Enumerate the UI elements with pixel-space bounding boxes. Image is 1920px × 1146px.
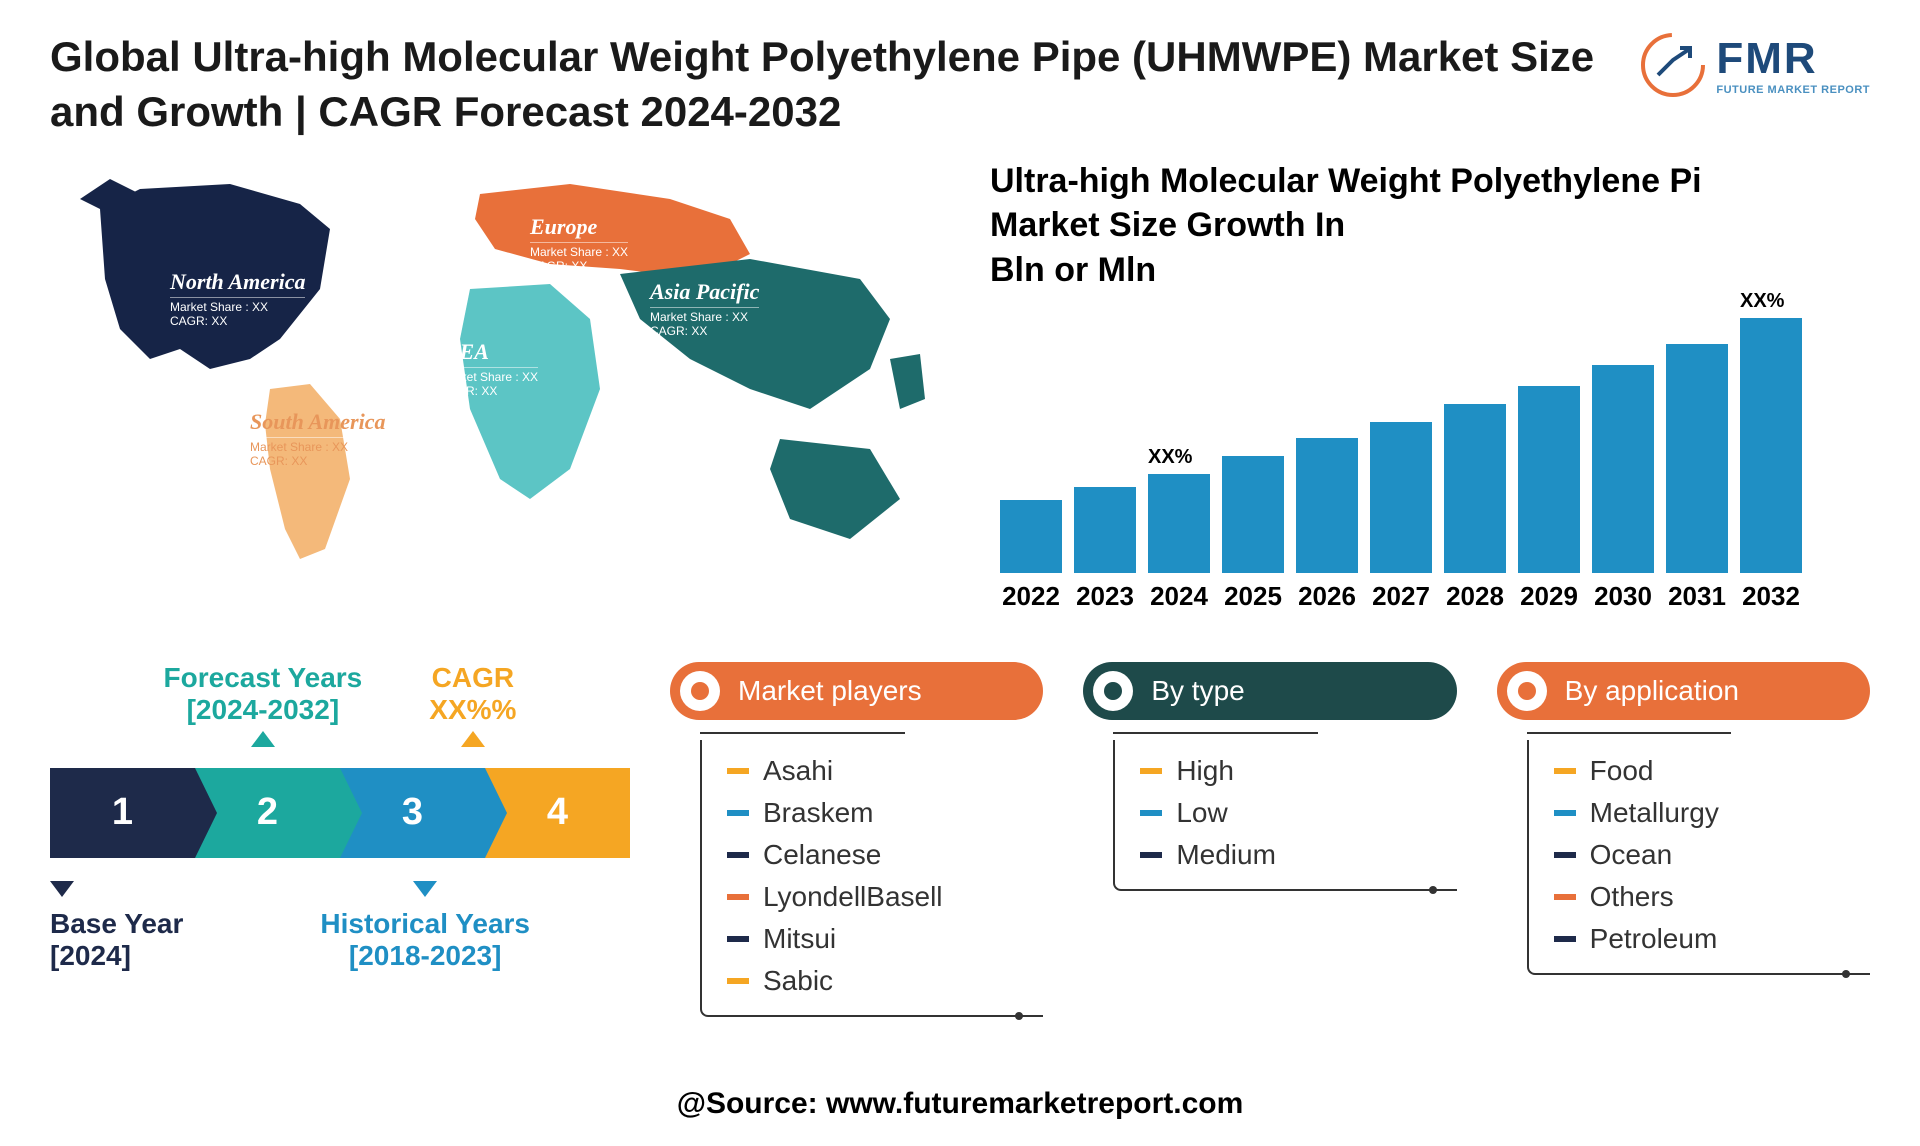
region-north-america: North AmericaMarket Share : XXCAGR: XX [170, 269, 305, 328]
bar-2024: XX% 2024 [1148, 474, 1210, 612]
bar-rect [1444, 404, 1506, 573]
list-item: Food [1554, 755, 1870, 787]
top-section: North AmericaMarket Share : XXCAGR: XX So… [50, 159, 1870, 612]
bar-2026: 2026 [1296, 438, 1358, 612]
list-item: Celanese [727, 839, 1043, 871]
bar-rect [1222, 456, 1284, 573]
list-item: Low [1140, 797, 1456, 829]
fmr-logo: FMR FUTURE MARKET REPORT [1638, 30, 1870, 100]
bars-area: 2022 2023 XX% 2024 2025 2026 2027 2028 2029 2030 2… [990, 312, 1870, 612]
list-item: Medium [1140, 839, 1456, 871]
category-header: By type [1083, 662, 1456, 720]
world-map: North AmericaMarket Share : XXCAGR: XX So… [50, 159, 950, 579]
category-list: Asahi Braskem Celanese LyondellBasell Mitsui… [700, 740, 1043, 1017]
bar-2025: 2025 [1222, 456, 1284, 612]
region-south-america: South AmericaMarket Share : XXCAGR: XX [250, 409, 386, 468]
category-header: By application [1497, 662, 1870, 720]
logo-icon [1638, 30, 1708, 100]
list-item: Ocean [1554, 839, 1870, 871]
bar-year-label: 2024 [1150, 581, 1208, 612]
bar-rect: XX% [1148, 474, 1210, 573]
bar-2022: 2022 [1000, 500, 1062, 612]
bar-rect [1000, 500, 1062, 573]
bar-rect [1518, 386, 1580, 573]
category-market-players: Market players Asahi Braskem Celanese Lyonde… [670, 662, 1043, 1017]
header: Global Ultra-high Molecular Weight Polye… [50, 30, 1870, 139]
bar-2029: 2029 [1518, 386, 1580, 612]
category-by-type: By type High Low Medium [1083, 662, 1456, 1017]
region-mea: MEAMarket Share : XXCAGR: XX [440, 339, 538, 398]
bar-year-label: 2030 [1594, 581, 1652, 612]
bar-annotation: XX% [1148, 446, 1192, 469]
list-item: Others [1554, 881, 1870, 913]
base-year-label: Base Year [2024] [50, 876, 183, 972]
bar-2027: 2027 [1370, 422, 1432, 612]
list-item: Mitsui [727, 923, 1043, 955]
bar-2028: 2028 [1444, 404, 1506, 612]
bar-rect [1370, 422, 1432, 573]
bar-year-label: 2027 [1372, 581, 1430, 612]
list-item: Petroleum [1554, 923, 1870, 955]
bar-year-label: 2029 [1520, 581, 1578, 612]
cagr-label: CAGR XX%% [429, 662, 516, 758]
bar-year-label: 2023 [1076, 581, 1134, 612]
step-1: 1 [50, 768, 195, 858]
category-list: High Low Medium [1113, 740, 1456, 891]
timeline-steps: 1 2 3 4 [50, 768, 630, 858]
historical-label: Historical Years [2018-2023] [320, 876, 530, 972]
region-asia-pacific: Asia PacificMarket Share : XXCAGR: XX [650, 279, 759, 338]
category-list: Food Metallurgy Ocean Others Petroleum [1527, 740, 1870, 975]
growth-chart: Ultra-high Molecular Weight Polyethylene… [990, 159, 1870, 612]
source-attribution: @Source: www.futuremarketreport.com [50, 1087, 1870, 1121]
category-by-application: By application Food Metallurgy Ocean Others P… [1497, 662, 1870, 1017]
list-item: Sabic [727, 965, 1043, 997]
list-item: Metallurgy [1554, 797, 1870, 829]
bar-2032: XX% 2032 [1740, 318, 1802, 612]
bar-rect: XX% [1740, 318, 1802, 573]
list-item: Asahi [727, 755, 1043, 787]
bottom-section: Forecast Years [2024-2032] CAGR XX%% 1 2… [50, 662, 1870, 1017]
chart-title: Ultra-high Molecular Weight Polyethylene… [990, 159, 1870, 292]
bar-rect [1296, 438, 1358, 573]
bar-2023: 2023 [1074, 487, 1136, 612]
bar-rect [1666, 344, 1728, 573]
page-title: Global Ultra-high Molecular Weight Polye… [50, 30, 1600, 139]
bar-year-label: 2028 [1446, 581, 1504, 612]
bar-year-label: 2022 [1002, 581, 1060, 612]
bar-annotation: XX% [1740, 290, 1784, 313]
bar-year-label: 2026 [1298, 581, 1356, 612]
list-item: Braskem [727, 797, 1043, 829]
bar-rect [1592, 365, 1654, 573]
bar-2030: 2030 [1592, 365, 1654, 612]
forecast-label: Forecast Years [2024-2032] [164, 662, 363, 758]
bar-year-label: 2032 [1742, 581, 1800, 612]
logo-text: FMR [1716, 34, 1870, 84]
list-item: LyondellBasell [727, 881, 1043, 913]
timeline: Forecast Years [2024-2032] CAGR XX%% 1 2… [50, 662, 630, 972]
logo-subtitle: FUTURE MARKET REPORT [1716, 84, 1870, 96]
region-europe: EuropeMarket Share : XXCAGR: XX [530, 214, 628, 273]
bar-2031: 2031 [1666, 344, 1728, 612]
bar-year-label: 2025 [1224, 581, 1282, 612]
bar-year-label: 2031 [1668, 581, 1726, 612]
category-header: Market players [670, 662, 1043, 720]
list-item: High [1140, 755, 1456, 787]
bar-rect [1074, 487, 1136, 573]
